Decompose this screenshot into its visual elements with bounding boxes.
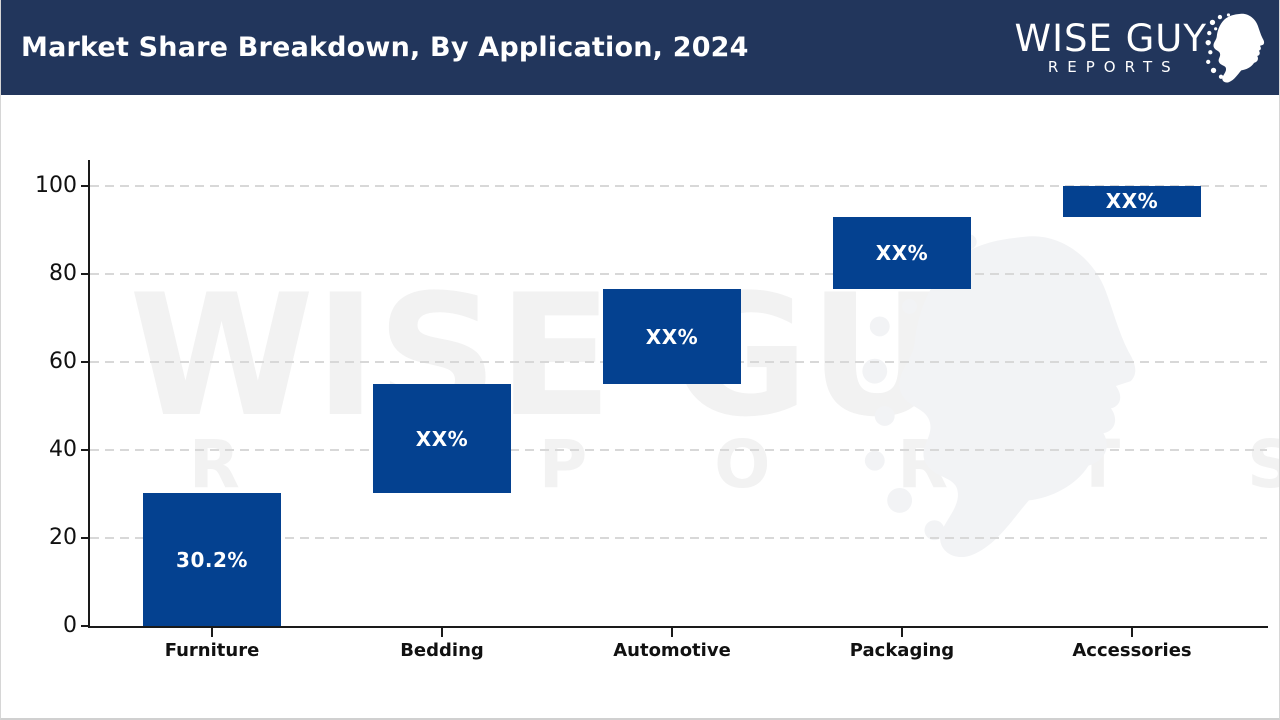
- x-axis-line: [88, 626, 1268, 628]
- y-tick-mark: [81, 537, 89, 539]
- x-tick-mark: [1131, 628, 1133, 637]
- grid-line: [90, 449, 1267, 451]
- x-tick-mark: [211, 628, 213, 637]
- bar-value-label: XX%: [1105, 189, 1159, 214]
- bar-bedding: XX%: [373, 384, 511, 494]
- bar-value-label: XX%: [645, 324, 699, 349]
- x-category-label: Bedding: [400, 640, 484, 661]
- bar-value-label: 30.2%: [176, 547, 248, 572]
- x-category-label: Packaging: [849, 640, 955, 661]
- x-category-label: Furniture: [164, 640, 260, 661]
- y-tick-label: 100: [35, 173, 77, 198]
- x-tick-mark: [441, 628, 443, 637]
- y-tick-mark: [81, 185, 89, 187]
- logo-wordmark: WISE GUY: [1014, 17, 1207, 60]
- y-tick-mark: [81, 273, 89, 275]
- bar-accessories: XX%: [1063, 186, 1201, 217]
- bar-automotive: XX%: [603, 289, 741, 384]
- header-bar: Market Share Breakdown, By Application, …: [1, 0, 1279, 95]
- y-tick-label: 80: [49, 261, 77, 286]
- y-tick-mark: [81, 625, 89, 627]
- bar-value-label: XX%: [415, 426, 469, 451]
- bar-packaging: XX%: [833, 216, 971, 290]
- y-tick-label: 0: [63, 613, 77, 638]
- y-axis-line: [88, 160, 90, 628]
- bar-furniture: 30.2%: [143, 493, 281, 626]
- x-category-label: Automotive: [613, 640, 731, 661]
- y-tick-mark: [81, 449, 89, 451]
- wiseguy-logo: WISE GUY REPORTS: [1015, 8, 1269, 88]
- grid-line: [90, 273, 1267, 275]
- logo-subtext: REPORTS: [1047, 58, 1180, 76]
- page-title: Market Share Breakdown, By Application, …: [21, 32, 749, 63]
- y-tick-label: 60: [49, 349, 77, 374]
- grid-line: [90, 185, 1267, 187]
- y-tick-label: 20: [49, 525, 77, 550]
- grid-line: [90, 537, 1267, 539]
- x-category-label: Accessories: [1072, 640, 1192, 661]
- x-tick-mark: [671, 628, 673, 637]
- y-tick-label: 40: [49, 437, 77, 462]
- bar-value-label: XX%: [875, 241, 929, 266]
- y-tick-mark: [81, 361, 89, 363]
- x-tick-mark: [901, 628, 903, 637]
